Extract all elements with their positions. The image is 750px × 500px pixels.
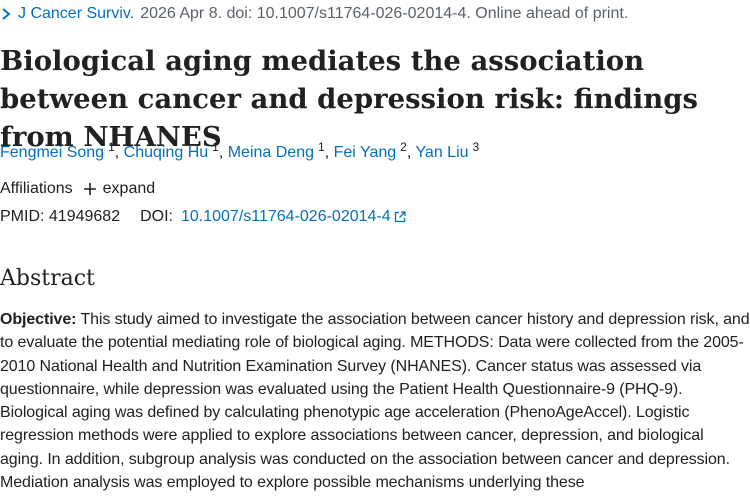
- identifiers-row: PMID: 41949682 DOI: 10.1007/s11764-026-0…: [0, 206, 406, 228]
- author-link[interactable]: Chuqing Hu: [123, 144, 209, 161]
- expand-affiliations-button[interactable]: expand: [83, 180, 156, 198]
- pmid-value: 41949682: [48, 208, 121, 225]
- plus-icon: [83, 183, 96, 195]
- author-link[interactable]: Yan Liu: [415, 144, 469, 161]
- journal-link[interactable]: J Cancer Surviv.: [18, 5, 135, 22]
- article-title: Biological aging mediates the associatio…: [0, 45, 698, 153]
- objective-label: Objective:: [0, 311, 77, 328]
- citation-details: 2026 Apr 8. doi: 10.1007/s11764-026-0201…: [140, 5, 629, 22]
- citation-line: J Cancer Surviv. 2026 Apr 8. doi: 10.100…: [0, 4, 628, 24]
- author-affiliation-number[interactable]: 2: [400, 140, 407, 154]
- external-link-icon: [394, 211, 406, 222]
- author-link[interactable]: Fei Yang: [333, 144, 397, 161]
- abstract-body: Objective: This study aimed to investiga…: [0, 308, 750, 494]
- doi-link[interactable]: 10.1007/s11764-026-02014-4: [181, 208, 406, 226]
- expand-label: expand: [102, 180, 156, 197]
- author-link[interactable]: Fengmei Song: [0, 144, 105, 161]
- author-affiliation-number[interactable]: 1: [318, 140, 325, 154]
- abstract-heading: Abstract: [0, 266, 95, 291]
- doi-label: DOI:: [140, 208, 173, 225]
- author-affiliation-number[interactable]: 3: [472, 140, 480, 154]
- affiliations-label: Affiliations: [0, 180, 73, 197]
- affiliations-row: Affiliations expand: [0, 178, 155, 200]
- author-link[interactable]: Meina Deng: [227, 144, 314, 161]
- author-affiliation-number[interactable]: 1: [108, 140, 115, 154]
- author-affiliation-number[interactable]: 1: [212, 140, 219, 154]
- chevron-right-icon[interactable]: [0, 4, 14, 24]
- abstract-text: This study aimed to investigate the asso…: [0, 311, 750, 492]
- authors-list: Fengmei Song 1, Chuqing Hu 1, Meina Deng 1,…: [0, 140, 480, 161]
- pmid-label: PMID:: [0, 208, 45, 225]
- doi-value: 10.1007/s11764-026-02014-4: [180, 208, 391, 225]
